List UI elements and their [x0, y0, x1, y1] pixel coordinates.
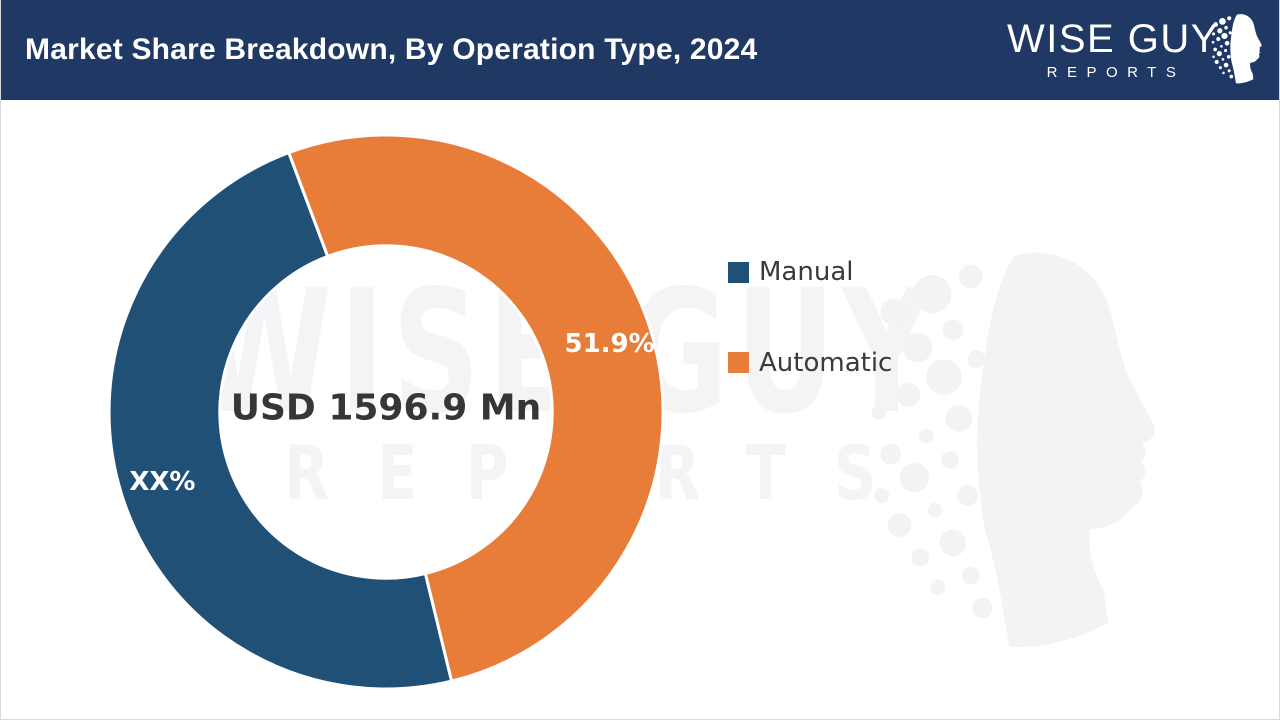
watermark-face-icon	[871, 252, 1156, 648]
legend-item-automatic: Automatic	[728, 347, 893, 378]
header: Market Share Breakdown, By Operation Typ…	[1, 0, 1279, 100]
slice-label-manual: XX%	[129, 467, 195, 497]
legend-swatch-manual	[728, 261, 749, 283]
donut-chart: XX% 51.9%	[107, 133, 665, 691]
logo-text: WISE GUY REPORTS	[1007, 19, 1219, 81]
logo-subtext: REPORTS	[1046, 64, 1186, 81]
legend: Manual Automatic	[728, 258, 892, 439]
chart-center-value: USD 1596.9 Mn	[230, 387, 542, 429]
page-title: Market Share Breakdown, By Operation Typ…	[25, 33, 758, 66]
logo-wordmark: WISE GUY	[1006, 17, 1219, 61]
wiseguy-logo: WISE GUY REPORTS	[1007, 11, 1263, 89]
slice-label-automatic: 51.9%	[564, 329, 654, 359]
legend-label: Automatic	[759, 347, 893, 378]
legend-swatch-automatic	[728, 352, 749, 374]
donut-slice-manual	[107, 150, 454, 691]
logo-face-icon	[1211, 14, 1262, 84]
donut-slice-automatic	[286, 133, 665, 683]
legend-item-manual: Manual	[728, 258, 892, 287]
legend-label: Manual	[759, 257, 854, 287]
